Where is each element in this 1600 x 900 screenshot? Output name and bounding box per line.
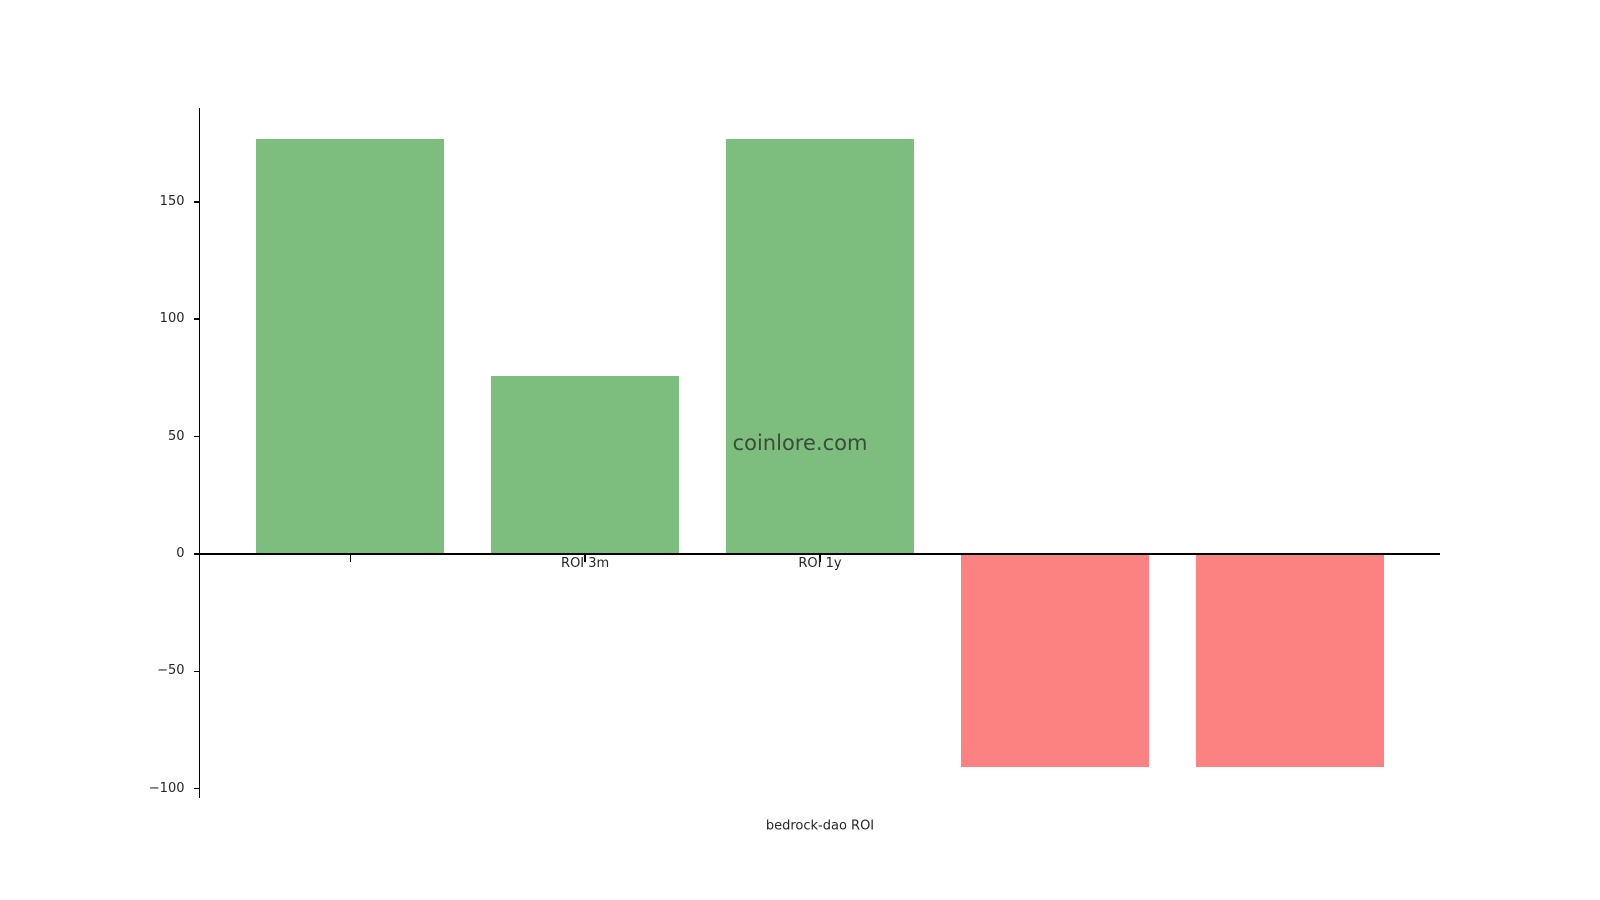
y-axis-spine xyxy=(198,108,200,798)
y-tick-label: 150 xyxy=(159,193,185,209)
y-tick-mark xyxy=(193,435,199,438)
x-tick-label: ROI 1y xyxy=(798,555,842,571)
roi-bar-positive xyxy=(256,138,445,554)
y-tick-mark xyxy=(193,670,199,672)
x-tick-mark xyxy=(349,553,352,562)
y-tick-mark xyxy=(193,318,199,320)
y-tick-label: −50 xyxy=(157,663,185,679)
x-axis-zero-line xyxy=(198,553,1440,555)
y-tick-label: 100 xyxy=(159,311,185,327)
y-tick-mark xyxy=(193,553,199,555)
roi-bar-positive xyxy=(491,375,680,554)
roi-bar-positive xyxy=(726,138,914,554)
y-tick-mark xyxy=(193,201,199,203)
x-tick-label: ROI 3m xyxy=(561,555,610,571)
y-tick-label: 50 xyxy=(167,428,185,444)
y-tick-label: −100 xyxy=(148,780,185,796)
y-tick-label: 0 xyxy=(176,545,185,561)
x-tick-mark xyxy=(584,553,586,562)
x-tick-mark xyxy=(819,553,821,562)
x-axis-label: bedrock-dao ROI xyxy=(765,818,875,834)
roi-bar-negative xyxy=(960,553,1149,768)
roi-bar-negative xyxy=(1195,553,1384,768)
watermark: coinlore.com xyxy=(732,431,868,455)
y-tick-mark xyxy=(193,787,199,790)
